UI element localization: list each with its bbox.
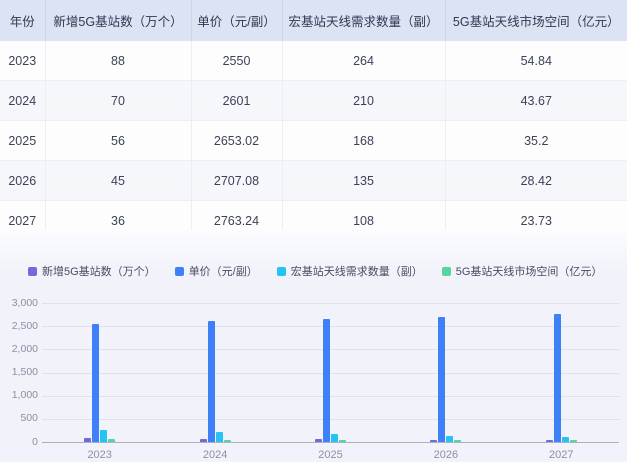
value-cell: 2653.02 <box>191 120 283 161</box>
bar[interactable] <box>446 435 454 442</box>
table-row: 2026 45 2707.08 135 28.42 <box>0 160 627 201</box>
legend-item[interactable]: 新增5G基站数（万个） <box>28 263 156 279</box>
chart-panel: 新增5G基站数（万个） 单价（元/副） 宏基站天线需求数量（副） 5G基站天线市场空间… <box>0 230 627 462</box>
y-axis-tick-label: 2,500 <box>11 319 38 332</box>
chart-legend: 新增5G基站数（万个） 单价（元/副） 宏基站天线需求数量（副） 5G基站天线市场空间… <box>28 263 602 279</box>
bar[interactable] <box>454 440 462 442</box>
legend-swatch-icon <box>28 266 37 276</box>
y-axis-tick-label: 1,500 <box>11 366 38 378</box>
legend-label: 5G基站天线市场空间（亿元） <box>455 266 603 278</box>
y-axis-tick-label: 1,000 <box>11 389 38 402</box>
column-header: 年份 <box>0 0 46 41</box>
x-axis-tick-label: 2027 <box>549 449 574 461</box>
bar[interactable] <box>569 440 577 442</box>
value-cell: 54.84 <box>445 41 627 81</box>
bar[interactable] <box>92 323 100 442</box>
gridline <box>42 326 619 328</box>
bar[interactable] <box>207 321 215 442</box>
bar[interactable] <box>553 313 561 442</box>
gridline <box>42 418 619 420</box>
value-cell: 56 <box>45 120 192 161</box>
gridline <box>42 372 619 374</box>
bar[interactable] <box>315 439 322 442</box>
legend-label: 新增5G基站数（万个） <box>42 266 156 278</box>
bar[interactable] <box>108 439 116 442</box>
x-axis-tick-label: 2026 <box>433 449 459 461</box>
value-cell: 45 <box>45 160 192 201</box>
year-cell: 2023 <box>0 41 46 81</box>
bar[interactable] <box>438 316 446 442</box>
column-header: 5G基站天线市场空间（亿元） <box>445 0 627 41</box>
value-cell: 35.2 <box>445 120 627 161</box>
value-cell: 210 <box>282 80 446 121</box>
value-cell: 28.42 <box>445 160 627 201</box>
legend-item[interactable]: 5G基站天线市场空间（亿元） <box>441 263 603 279</box>
value-cell: 70 <box>45 80 192 121</box>
y-axis-tick-label: 2,000 <box>11 342 38 355</box>
legend-swatch-icon <box>276 266 286 276</box>
value-cell: 2707.08 <box>191 160 283 201</box>
column-header: 单价（元/副） <box>191 0 283 41</box>
y-axis-tick-label: 500 <box>20 412 38 425</box>
gridline <box>42 395 619 397</box>
bar[interactable] <box>430 439 438 442</box>
legend-swatch-icon <box>174 266 184 276</box>
value-cell: 135 <box>282 160 446 201</box>
legend-label: 单价（元/副） <box>188 266 258 278</box>
bar[interactable] <box>339 440 346 442</box>
value-cell: 168 <box>282 120 446 161</box>
table-header-row: 年份 新增5G基站数（万个） 单价（元/副） 宏基站天线需求数量（副） 5G基站天线市场… <box>0 0 627 41</box>
bar[interactable] <box>331 434 338 442</box>
legend-item[interactable]: 单价（元/副） <box>174 263 258 279</box>
table-row: 2025 56 2653.02 168 35.2 <box>0 120 627 161</box>
bar[interactable] <box>100 429 108 442</box>
gridline <box>42 303 619 304</box>
forecast-table: 年份 新增5G基站数（万个） 单价（元/副） 宏基站天线需求数量（副） 5G基站天线市场… <box>0 0 627 241</box>
x-axis-line <box>42 442 619 443</box>
bar[interactable] <box>215 432 223 442</box>
table-row: 2023 88 2550 264 54.84 <box>0 41 627 81</box>
legend-swatch-icon <box>441 266 451 276</box>
legend-label: 宏基站天线需求数量（副） <box>290 266 423 278</box>
bar[interactable] <box>561 436 569 442</box>
value-cell: 2601 <box>191 80 283 121</box>
table-row: 2024 70 2601 210 43.67 <box>0 80 627 121</box>
value-cell: 2550 <box>191 41 283 81</box>
bar[interactable] <box>323 319 330 442</box>
y-axis-tick-label: 0 <box>32 435 38 448</box>
bar[interactable] <box>223 439 231 442</box>
x-axis-tick-label: 2024 <box>202 449 228 461</box>
x-axis-tick-label: 2023 <box>87 449 112 461</box>
year-cell: 2026 <box>0 160 46 201</box>
column-header: 新增5G基站数（万个） <box>45 0 192 41</box>
value-cell: 43.67 <box>445 80 627 121</box>
value-cell: 88 <box>45 41 192 81</box>
y-axis-tick-label: 3,000 <box>11 296 38 309</box>
x-axis-tick-label: 2025 <box>318 449 343 461</box>
gridline <box>42 349 619 351</box>
value-cell: 264 <box>282 41 446 81</box>
year-cell: 2024 <box>0 80 46 121</box>
bar[interactable] <box>545 440 553 442</box>
legend-item[interactable]: 宏基站天线需求数量（副） <box>276 263 423 279</box>
bar[interactable] <box>84 437 92 442</box>
bar[interactable] <box>199 438 207 442</box>
column-header: 宏基站天线需求数量（副） <box>282 0 446 41</box>
year-cell: 2025 <box>0 120 46 161</box>
